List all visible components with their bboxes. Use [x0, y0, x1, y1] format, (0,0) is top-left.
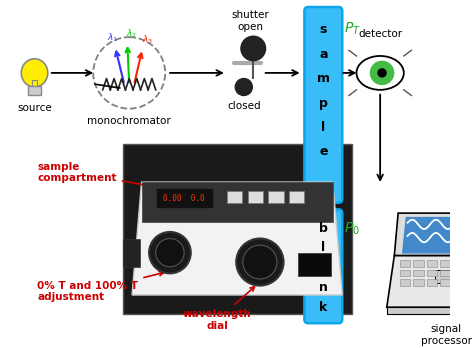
FancyBboxPatch shape — [304, 7, 342, 203]
Bar — [440, 279, 450, 286]
Text: 0% T and 100% T
adjustment: 0% T and 100% T adjustment — [37, 271, 164, 302]
Text: $\lambda_1$: $\lambda_1$ — [107, 31, 118, 44]
Bar — [466, 260, 474, 267]
Ellipse shape — [21, 59, 48, 87]
Circle shape — [235, 79, 252, 95]
Bar — [247, 191, 263, 203]
Text: l: l — [321, 242, 325, 254]
Bar — [289, 191, 304, 203]
Bar — [466, 279, 474, 286]
Text: b: b — [319, 222, 328, 235]
Circle shape — [243, 245, 277, 279]
Bar — [413, 270, 424, 276]
Text: a: a — [319, 261, 328, 274]
Text: detector: detector — [358, 29, 402, 39]
Bar — [387, 307, 474, 314]
Text: $\lambda_3$: $\lambda_3$ — [142, 33, 153, 46]
Bar — [400, 270, 410, 276]
Polygon shape — [387, 255, 474, 307]
Bar — [298, 253, 331, 276]
Circle shape — [149, 232, 191, 273]
Bar — [156, 188, 212, 208]
Text: k: k — [319, 301, 328, 314]
Text: $P_0$: $P_0$ — [344, 221, 360, 237]
Polygon shape — [402, 217, 474, 254]
Bar — [413, 260, 424, 267]
Text: p: p — [319, 96, 328, 110]
Bar — [427, 270, 437, 276]
Bar — [453, 270, 464, 276]
Circle shape — [156, 238, 184, 267]
Bar — [227, 191, 242, 203]
Text: $P_T$: $P_T$ — [344, 20, 361, 37]
Text: signal
processor: signal processor — [421, 324, 472, 346]
Text: monochromator: monochromator — [87, 116, 171, 126]
Bar — [413, 279, 424, 286]
Bar — [453, 260, 464, 267]
Circle shape — [370, 61, 394, 85]
Ellipse shape — [356, 56, 404, 90]
Text: 0.00  0.0: 0.00 0.0 — [164, 193, 205, 203]
Bar — [453, 279, 464, 286]
Bar — [28, 86, 41, 95]
Text: wavelength
dial: wavelength dial — [183, 287, 255, 331]
Bar — [400, 279, 410, 286]
Bar — [435, 270, 458, 283]
Circle shape — [241, 36, 265, 61]
Text: s: s — [319, 23, 327, 36]
Text: $\lambda_2$: $\lambda_2$ — [126, 27, 137, 40]
Polygon shape — [132, 182, 342, 295]
Text: closed: closed — [227, 101, 261, 111]
Bar — [142, 182, 333, 222]
Text: shutter
open: shutter open — [231, 10, 269, 32]
Bar — [440, 270, 450, 276]
Text: source: source — [17, 103, 52, 113]
Text: sample
compartment: sample compartment — [37, 162, 227, 201]
Bar — [427, 260, 437, 267]
Bar — [466, 270, 474, 276]
Bar — [123, 238, 140, 267]
Text: e: e — [319, 145, 328, 158]
Bar — [427, 279, 437, 286]
Bar — [440, 260, 450, 267]
Text: a: a — [319, 48, 328, 61]
FancyBboxPatch shape — [304, 209, 342, 323]
Text: m: m — [317, 72, 330, 85]
Bar — [400, 260, 410, 267]
Text: l: l — [321, 121, 325, 134]
Bar — [123, 144, 352, 314]
Circle shape — [236, 238, 283, 286]
Circle shape — [377, 68, 387, 78]
Text: n: n — [319, 281, 328, 294]
Bar — [268, 191, 283, 203]
Polygon shape — [394, 213, 474, 255]
